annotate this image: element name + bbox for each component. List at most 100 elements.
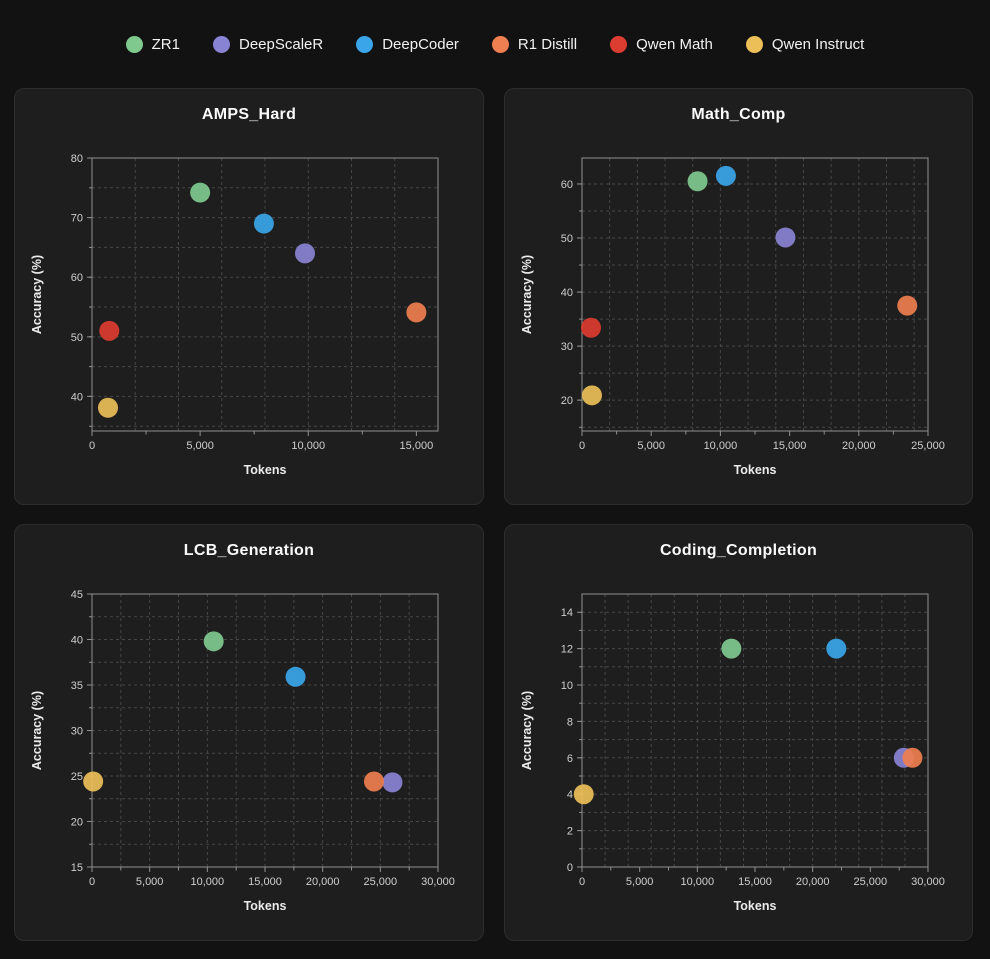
point-qwen-math[interactable] xyxy=(580,317,601,338)
legend-label: DeepScaleR xyxy=(238,35,324,53)
x-tick-label: 25,000 xyxy=(364,876,398,888)
y-tick-label: 80 xyxy=(71,153,83,165)
x-tick-label: 30,000 xyxy=(911,876,945,888)
x-axis-title: Tokens xyxy=(734,463,777,477)
legend-item-deepscaler[interactable]: DeepScaleR xyxy=(212,35,324,53)
charts-grid: AMPS_Hard 0 5,000 10,000 15,000 40 50 60 70 80 Tok… xyxy=(14,88,973,941)
axis-ticks xyxy=(87,593,439,872)
point-qwen-instruct[interactable] xyxy=(581,385,602,406)
legend-swatch-icon xyxy=(212,35,230,53)
legend-label: DeepCoder xyxy=(382,35,459,53)
axis-tick-labels: 0 5,000 10,000 15,000 20,000 25,000 30,000 15 20… xyxy=(71,589,455,888)
y-tick-label: 12 xyxy=(561,644,573,656)
legend: ZR1 DeepScaleR DeepCoder R1 Distill Qwen Mat… xyxy=(0,0,990,88)
point-deepcoder[interactable] xyxy=(715,165,736,186)
point-r1-distill[interactable] xyxy=(897,295,918,316)
x-tick-label: 5,000 xyxy=(136,876,164,888)
plot-border xyxy=(91,157,439,432)
x-tick-label: 10,000 xyxy=(191,876,225,888)
point-deepscaler[interactable] xyxy=(775,227,796,248)
y-tick-label: 60 xyxy=(71,272,83,284)
x-tick-label: 20,000 xyxy=(842,440,876,452)
point-zr1[interactable] xyxy=(190,182,211,203)
x-tick-label: 0 xyxy=(89,876,95,888)
y-tick-label: 8 xyxy=(567,716,573,728)
point-r1-distill[interactable] xyxy=(902,747,923,768)
y-axis-title: Accuracy (%) xyxy=(520,255,534,334)
legend-item-r1-distill[interactable]: R1 Distill xyxy=(491,35,578,53)
x-tick-label: 30,000 xyxy=(421,876,455,888)
x-tick-label: 5,000 xyxy=(626,876,654,888)
x-tick-label: 15,000 xyxy=(248,876,282,888)
chart-card-amps-hard: AMPS_Hard 0 5,000 10,000 15,000 40 50 60 70 80 Tok… xyxy=(14,88,484,505)
chart-title: LCB_Generation xyxy=(183,542,315,559)
chart-card-lcb-generation: LCB_Generation 0 5,000 10,000 15,000 20,000 25… xyxy=(14,524,484,941)
legend-label: ZR1 xyxy=(151,35,180,53)
x-tick-label: 10,000 xyxy=(291,440,325,452)
x-tick-label: 0 xyxy=(579,876,585,888)
data-points xyxy=(98,182,427,418)
y-tick-label: 4 xyxy=(567,789,573,801)
x-tick-label: 10,000 xyxy=(681,876,715,888)
legend-swatch-icon xyxy=(125,35,143,53)
legend-item-deepcoder[interactable]: DeepCoder xyxy=(356,35,459,53)
legend-item-qwen-math[interactable]: Qwen Math xyxy=(610,35,713,53)
y-tick-label: 30 xyxy=(71,726,83,738)
point-deepcoder[interactable] xyxy=(285,666,306,687)
legend-item-qwen-instruct[interactable]: Qwen Instruct xyxy=(745,35,864,53)
x-tick-label: 25,000 xyxy=(854,876,888,888)
legend-item-zr1[interactable]: ZR1 xyxy=(125,35,180,53)
point-zr1[interactable] xyxy=(203,631,224,652)
gridlines xyxy=(582,158,928,431)
point-qwen-instruct[interactable] xyxy=(83,771,104,792)
point-qwen-instruct[interactable] xyxy=(98,397,119,418)
axis-ticks xyxy=(87,157,417,436)
x-tick-label: 0 xyxy=(579,440,585,452)
legend-label: R1 Distill xyxy=(517,35,578,53)
y-tick-label: 35 xyxy=(71,680,83,692)
x-axis-title: Tokens xyxy=(244,463,287,477)
y-tick-label: 50 xyxy=(561,233,573,245)
point-deepcoder[interactable] xyxy=(253,213,274,234)
x-axis-title: Tokens xyxy=(244,899,287,913)
axis-ticks xyxy=(577,183,929,436)
legend-swatch-icon xyxy=(610,35,628,53)
point-r1-distill[interactable] xyxy=(363,771,384,792)
point-deepscaler[interactable] xyxy=(295,243,316,264)
y-tick-label: 30 xyxy=(561,341,573,353)
x-tick-label: 15,000 xyxy=(400,440,434,452)
chart-title: AMPS_Hard xyxy=(201,106,297,123)
chart-plot-amps-hard: 0 5,000 10,000 15,000 40 50 60 70 80 Tokens Accura… xyxy=(30,153,439,477)
x-tick-label: 0 xyxy=(89,440,95,452)
point-qwen-instruct[interactable] xyxy=(573,784,594,805)
gridlines xyxy=(92,158,438,431)
y-tick-label: 2 xyxy=(567,826,573,838)
y-tick-label: 45 xyxy=(71,589,83,601)
axis-tick-labels: 0 5,000 10,000 15,000 40 50 60 70 80 xyxy=(71,153,433,452)
y-tick-label: 20 xyxy=(71,817,83,829)
y-tick-label: 20 xyxy=(561,395,573,407)
y-tick-label: 25 xyxy=(71,771,83,783)
chart-title: Math_Comp xyxy=(691,106,786,123)
point-qwen-math[interactable] xyxy=(99,320,120,341)
point-zr1[interactable] xyxy=(721,638,742,659)
data-points xyxy=(580,165,918,406)
y-tick-label: 15 xyxy=(71,862,83,874)
gridlines xyxy=(92,594,438,867)
chart-title: Coding_Completion xyxy=(659,542,818,559)
chart-card-math-comp: Math_Comp 0 5,000 10,000 15,000 20,000 25,000 2… xyxy=(504,88,973,505)
point-r1-distill[interactable] xyxy=(406,302,427,323)
legend-swatch-icon xyxy=(356,35,374,53)
data-points xyxy=(573,638,923,805)
plot-border xyxy=(581,157,929,432)
point-deepscaler[interactable] xyxy=(382,772,403,793)
point-deepcoder[interactable] xyxy=(826,638,847,659)
y-tick-label: 70 xyxy=(71,213,83,225)
gridlines xyxy=(582,594,928,867)
legend-swatch-icon xyxy=(491,35,509,53)
y-tick-label: 10 xyxy=(561,680,573,692)
y-tick-label: 50 xyxy=(71,332,83,344)
plot-border xyxy=(581,593,929,868)
x-tick-label: 20,000 xyxy=(796,876,830,888)
point-zr1[interactable] xyxy=(687,171,708,192)
